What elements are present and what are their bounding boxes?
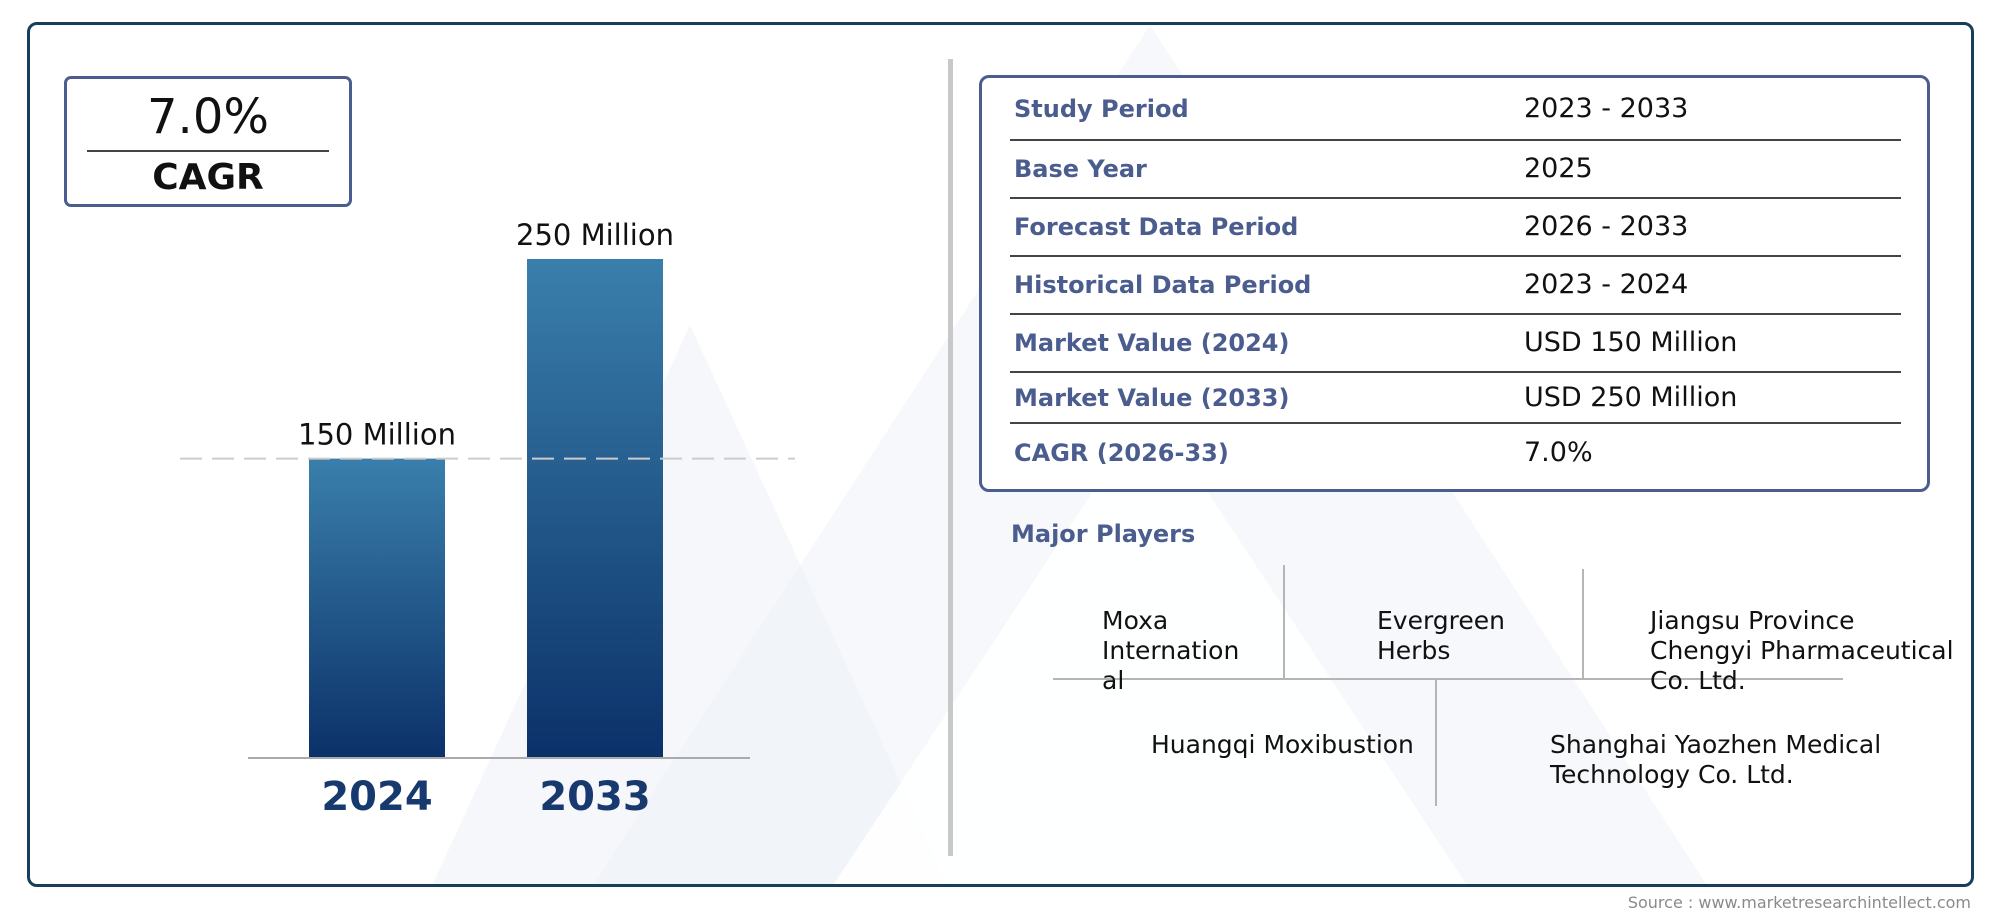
player-name-line: Evergreen — [1377, 606, 1506, 635]
player-name: Moxa Internation al — [1102, 606, 1239, 696]
major-players-title: Major Players — [1011, 520, 1196, 548]
info-row: Market Value (2024) USD 150 Million — [1010, 315, 1901, 373]
player-name-line: Internation — [1102, 636, 1240, 665]
info-row: Historical Data Period 2023 - 2024 — [1010, 257, 1901, 315]
cagr-value: 7.0% — [147, 89, 269, 145]
player-name-line: Chengyi Pharmaceutical — [1650, 636, 1954, 665]
info-row-value: 2026 - 2033 — [1524, 211, 1689, 242]
info-row: Study Period 2023 - 2033 — [1010, 78, 1901, 141]
bar — [309, 458, 445, 758]
player-name-line: Technology Co. Ltd. — [1550, 760, 1794, 789]
info-row-value: USD 250 Million — [1524, 382, 1738, 413]
section-divider — [948, 59, 953, 856]
cagr-label: CAGR — [152, 157, 264, 198]
info-row-value: 2023 - 2024 — [1524, 269, 1689, 300]
player-name-line: Herbs — [1377, 636, 1451, 665]
info-row: CAGR (2026-33) 7.0% — [1010, 424, 1901, 484]
players-connector — [1283, 565, 1285, 680]
player-name-line: Huangqi Moxibustion — [1151, 730, 1414, 759]
players-connector — [1435, 680, 1437, 806]
info-row-key: Base Year — [1014, 155, 1147, 183]
info-row-value: 7.0% — [1524, 437, 1593, 468]
info-row-value: 2023 - 2033 — [1524, 93, 1689, 124]
cagr-badge: 7.0% CAGR — [64, 76, 352, 207]
player-name: Evergreen Herbs — [1377, 606, 1505, 666]
info-row: Base Year 2025 — [1010, 141, 1901, 199]
info-row-key: Market Value (2024) — [1014, 329, 1290, 357]
player-name-line: Moxa — [1102, 606, 1169, 635]
cagr-divider — [87, 150, 329, 152]
player-name-line: al — [1102, 666, 1125, 695]
info-row-key: Market Value (2033) — [1014, 384, 1290, 412]
player-name: Shanghai Yaozhen Medical Technology Co. … — [1550, 730, 1881, 790]
bar — [527, 259, 663, 758]
player-name: Jiangsu Province Chengyi Pharmaceutical … — [1650, 606, 1954, 696]
player-name-line: Co. Ltd. — [1650, 666, 1746, 695]
market-info-table: Study Period 2023 - 2033 Base Year 2025 … — [979, 75, 1930, 492]
bar-value-label: 250 Million — [516, 218, 674, 252]
info-row-key: Study Period — [1014, 95, 1189, 123]
source-credit: Source : www.marketresearchintellect.com — [1627, 893, 1971, 912]
infographic-frame: 7.0% CAGR 150 Million 2024 250 Million 2033… — [27, 22, 1974, 887]
info-row: Market Value (2033) USD 250 Million — [1010, 373, 1901, 424]
player-name-line: Jiangsu Province — [1650, 606, 1855, 635]
category-label: 2024 — [321, 774, 432, 820]
bar-value-label: 150 Million — [298, 418, 456, 452]
players-connector — [1582, 569, 1584, 680]
info-row-key: CAGR (2026-33) — [1014, 439, 1229, 467]
players-connector — [1053, 678, 1843, 680]
info-row-key: Historical Data Period — [1014, 271, 1312, 299]
player-name-line: Shanghai Yaozhen Medical — [1550, 730, 1882, 759]
player-name: Huangqi Moxibustion — [1151, 730, 1414, 760]
info-row-value: 2025 — [1524, 153, 1593, 184]
info-row-value: USD 150 Million — [1524, 327, 1738, 358]
info-row-key: Forecast Data Period — [1014, 213, 1299, 241]
category-label: 2033 — [539, 774, 650, 820]
info-row: Forecast Data Period 2026 - 2033 — [1010, 199, 1901, 257]
market-bar-chart: 150 Million 2024 250 Million 2033 — [180, 218, 795, 820]
